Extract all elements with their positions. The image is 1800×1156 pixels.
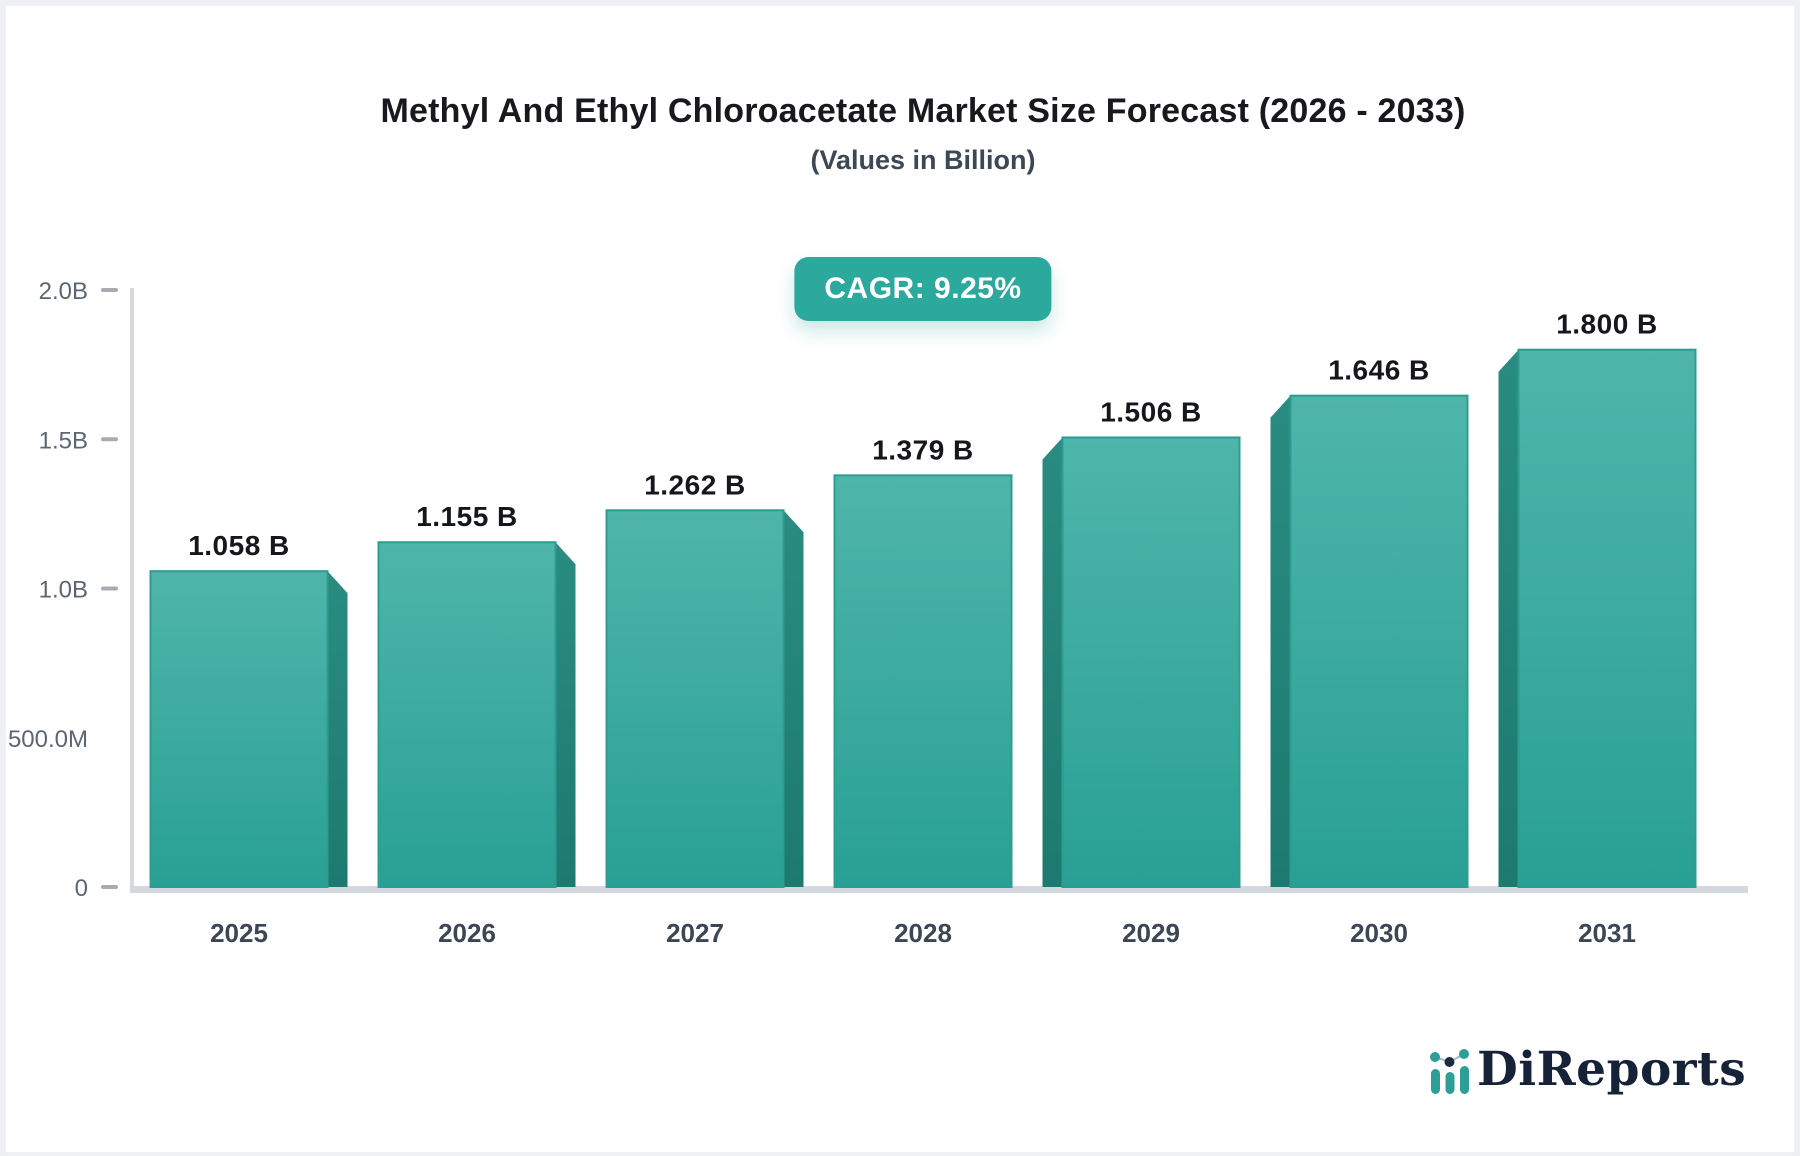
x-tick-label: 2031 [1578, 918, 1636, 948]
plot-area: 2.0B 1.5B 1.0B 500.0M 0 1.058 B 2025 1.155 B 202… [8, 278, 1748, 948]
y-axis-line [130, 288, 134, 893]
bar-2029 [1061, 436, 1241, 888]
chart-subtitle: (Values in Billion) [810, 145, 1036, 175]
y-tick-dash [101, 437, 118, 442]
y-tick-label: 1.5B [39, 427, 88, 454]
bar-value-label: 1.155 B [416, 501, 518, 532]
bar-side-3d [1498, 349, 1519, 887]
bar-2027 [605, 509, 785, 888]
y-tick-label: 0 [75, 875, 88, 902]
logo-dot [1444, 1057, 1455, 1067]
y-tick-label: 2.0B [39, 278, 88, 305]
bar-value-label: 1.646 B [1328, 355, 1430, 386]
logo-bar [1431, 1069, 1440, 1094]
x-tick-label: 2027 [666, 918, 724, 948]
bar-2031 [1517, 348, 1697, 888]
x-tick-label: 2029 [1122, 918, 1180, 948]
bar-2030 [1289, 394, 1469, 888]
bar-side-3d [327, 571, 348, 887]
x-tick-label: 2026 [438, 918, 496, 948]
bar-chart-trend-icon [1430, 1049, 1469, 1094]
bar-2028 [833, 474, 1013, 888]
y-tick-dash [101, 586, 118, 591]
bar-side-3d [555, 542, 576, 887]
y-tick-label: 1.0B [39, 577, 88, 604]
bar-value-label: 1.506 B [1100, 396, 1202, 427]
x-tick-label: 2030 [1350, 918, 1408, 948]
logo-text: DiReports [1477, 1042, 1747, 1097]
bar-value-label: 1.262 B [644, 469, 746, 500]
cagr-badge: CAGR: 9.25% [794, 257, 1052, 321]
x-axis-baseline [130, 886, 1748, 893]
bar-side-3d [1270, 395, 1291, 887]
bar-side-3d [783, 510, 804, 887]
bar-value-label: 1.800 B [1556, 309, 1658, 340]
chart-title: Methyl And Ethyl Chloroacetate Market Si… [380, 92, 1466, 130]
y-tick-dash [101, 288, 118, 292]
logo-dot [1459, 1049, 1469, 1059]
x-tick-label: 2028 [894, 918, 952, 948]
bar-side-3d [1042, 437, 1063, 887]
bar-value-label: 1.058 B [188, 530, 290, 561]
bar-2026 [377, 541, 557, 888]
logo-bar [1445, 1072, 1455, 1094]
y-tick-dash [101, 885, 118, 889]
chart-header: Methyl And Ethyl Chloroacetate Market Si… [23, 0, 1800, 176]
direports-logo: DiReports [1430, 1036, 1746, 1100]
bar-2025 [149, 570, 329, 888]
x-tick-label: 2025 [210, 918, 268, 948]
y-tick-label: 500.0M [8, 726, 88, 753]
bar-value-label: 1.379 B [872, 434, 974, 465]
logo-bar [1460, 1066, 1469, 1094]
logo-dot [1430, 1052, 1440, 1062]
